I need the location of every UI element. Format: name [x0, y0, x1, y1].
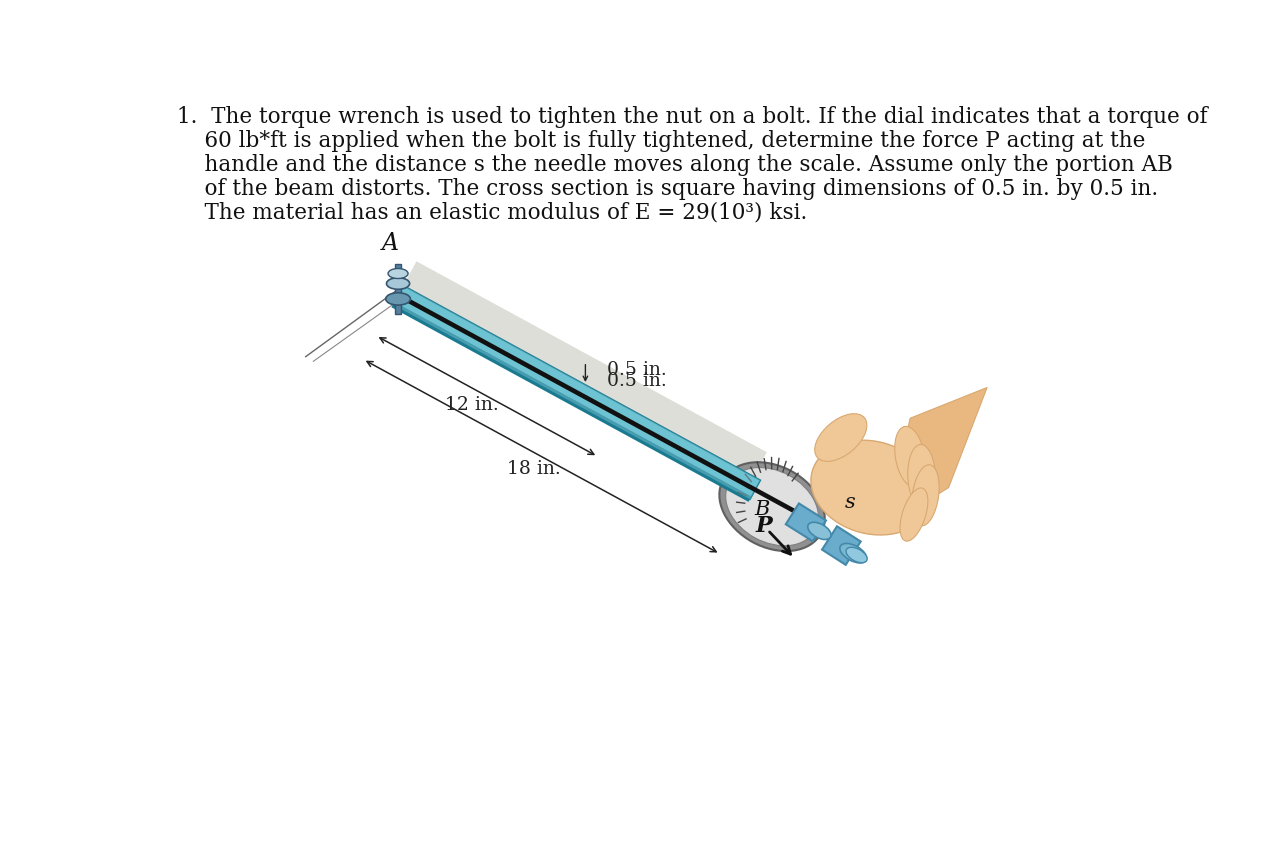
Polygon shape — [393, 285, 760, 499]
Polygon shape — [397, 293, 804, 518]
Text: 1.  The torque wrench is used to tighten the nut on a bolt. If the dial indicate: 1. The torque wrench is used to tighten … — [177, 106, 1208, 129]
Ellipse shape — [908, 445, 936, 508]
Ellipse shape — [387, 278, 410, 290]
Ellipse shape — [814, 413, 867, 461]
Ellipse shape — [846, 547, 867, 562]
Polygon shape — [398, 261, 767, 486]
Ellipse shape — [808, 522, 831, 540]
Ellipse shape — [726, 467, 818, 546]
Ellipse shape — [388, 269, 408, 279]
Polygon shape — [393, 285, 760, 499]
Text: B: B — [755, 500, 771, 519]
Text: 12 in.: 12 in. — [444, 397, 498, 414]
Polygon shape — [396, 264, 401, 314]
Ellipse shape — [385, 293, 411, 305]
Ellipse shape — [812, 440, 932, 535]
Polygon shape — [392, 301, 751, 502]
Text: 18 in.: 18 in. — [507, 460, 561, 478]
Ellipse shape — [719, 462, 824, 551]
Ellipse shape — [911, 465, 940, 526]
Text: 0.5 in.: 0.5 in. — [607, 360, 667, 379]
Ellipse shape — [895, 426, 925, 488]
Text: s: s — [845, 493, 856, 512]
Text: The material has an elastic modulus of E = 29(10³) ksi.: The material has an elastic modulus of E… — [177, 202, 808, 224]
Text: 60 lb*ft is applied when the bolt is fully tightened, determine the force P acti: 60 lb*ft is applied when the bolt is ful… — [177, 131, 1146, 152]
Polygon shape — [786, 504, 826, 541]
Text: handle and the distance s the needle moves along the scale. Assume only the port: handle and the distance s the needle mov… — [177, 154, 1172, 176]
Text: A: A — [381, 232, 399, 255]
Text: 0.5 in.: 0.5 in. — [607, 372, 667, 390]
Polygon shape — [822, 526, 860, 565]
Text: of the beam distorts. The cross section is square having dimensions of 0.5 in. b: of the beam distorts. The cross section … — [177, 178, 1158, 200]
Text: P: P — [755, 514, 772, 536]
Polygon shape — [887, 387, 987, 526]
Ellipse shape — [900, 488, 928, 541]
Ellipse shape — [840, 543, 867, 563]
